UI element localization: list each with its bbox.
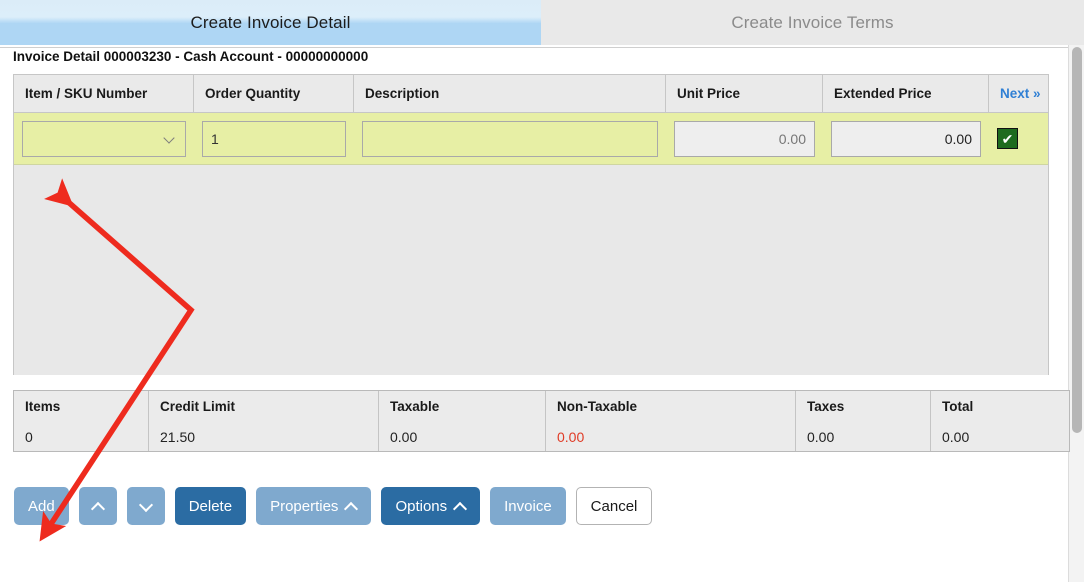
unit-price-value: 0.00 — [778, 130, 806, 147]
cell-extended-price: 0.00 — [823, 113, 989, 164]
column-header-unit-price: Unit Price — [666, 75, 823, 112]
cell-description — [354, 113, 666, 164]
check-icon: ✔ — [1001, 130, 1014, 147]
grid-data-row: 1 0.00 0.00 ✔ — [14, 113, 1048, 165]
summary-cell-items: Items 0 — [14, 391, 149, 451]
chevron-down-icon — [140, 500, 152, 512]
tab-label: Create Invoice Detail — [190, 12, 351, 32]
summary-label: Total — [942, 399, 974, 414]
invoice-detail-grid: Item / SKU Number Order Quantity Descrip… — [13, 74, 1049, 375]
properties-button[interactable]: Properties — [256, 487, 372, 525]
tab-bar: Create Invoice Detail Create Invoice Ter… — [0, 0, 1084, 45]
extended-price-value: 0.00 — [944, 130, 972, 147]
column-header-extended-price: Extended Price — [823, 75, 989, 112]
invoice-button-label: Invoice — [504, 497, 552, 515]
summary-value: 0.00 — [807, 429, 835, 445]
chevron-up-icon — [345, 500, 357, 512]
summary-label: Non-Taxable — [557, 399, 638, 414]
summary-label: Credit Limit — [160, 399, 236, 414]
options-button[interactable]: Options — [381, 487, 481, 525]
options-button-label: Options — [395, 497, 448, 515]
summary-value: 0.00 — [390, 429, 418, 445]
grid-header-row: Item / SKU Number Order Quantity Descrip… — [14, 75, 1048, 113]
summary-label: Taxable — [390, 399, 440, 414]
tab-create-invoice-detail[interactable]: Create Invoice Detail — [0, 0, 541, 45]
unit-price-input[interactable]: 0.00 — [674, 120, 815, 157]
invoice-detail-title: Invoice Detail 000003230 - Cash Account … — [13, 49, 369, 64]
summary-cell-taxes: Taxes 0.00 — [796, 391, 931, 451]
summary-cell-total: Total 0.00 — [931, 391, 1069, 451]
order-quantity-value: 1 — [211, 130, 219, 147]
summary-value: 21.50 — [160, 429, 196, 445]
summary-label: Taxes — [807, 399, 845, 414]
summary-cell-credit-limit: Credit Limit 21.50 — [149, 391, 379, 451]
column-header-description: Description — [354, 75, 666, 112]
description-input[interactable] — [362, 120, 658, 157]
delete-button-label: Delete — [188, 497, 233, 515]
chevron-up-icon — [92, 500, 104, 512]
column-header-order-quantity: Order Quantity — [194, 75, 354, 112]
cancel-button[interactable]: Cancel — [575, 487, 653, 525]
cancel-button-label: Cancel — [590, 497, 638, 515]
summary-cell-taxable: Taxable 0.00 — [379, 391, 546, 451]
grid-empty-body — [14, 165, 1048, 375]
cell-order-quantity: 1 — [194, 113, 354, 164]
cell-unit-price: 0.00 — [666, 113, 823, 164]
summary-value: 0.00 — [942, 429, 970, 445]
extended-price-input[interactable]: 0.00 — [831, 120, 981, 157]
row-select-checkbox[interactable]: ✔ — [997, 128, 1018, 149]
tab-create-invoice-terms[interactable]: Create Invoice Terms — [541, 0, 1084, 45]
page-scrollbar[interactable] — [1068, 45, 1084, 582]
sku-dropdown[interactable] — [22, 120, 186, 157]
summary-cell-non-taxable: Non-Taxable 0.00 — [546, 391, 796, 451]
add-button-label: Add — [28, 497, 55, 515]
chevron-down-icon — [164, 133, 175, 144]
add-button[interactable]: Add — [14, 487, 69, 525]
cell-row-select: ✔ — [989, 113, 1048, 164]
column-header-item-sku: Item / SKU Number — [14, 75, 194, 112]
move-down-button[interactable] — [126, 487, 165, 525]
action-button-bar: Add Delete Properties Options Invoice Ca… — [14, 487, 653, 525]
delete-button[interactable]: Delete — [174, 487, 247, 525]
properties-button-label: Properties — [270, 497, 339, 515]
summary-table: Items 0 Credit Limit 21.50 Taxable 0.00 … — [13, 390, 1070, 452]
order-quantity-input[interactable]: 1 — [202, 120, 346, 157]
summary-label: Items — [25, 399, 61, 414]
invoice-button[interactable]: Invoice — [490, 487, 566, 525]
page-scrollbar-thumb[interactable] — [1072, 47, 1082, 433]
chevron-up-icon — [454, 500, 466, 512]
cell-item-sku — [14, 113, 194, 164]
tab-bar-underline — [0, 45, 1084, 48]
summary-value: 0 — [25, 429, 33, 445]
tab-label: Create Invoice Terms — [731, 12, 894, 32]
next-columns-link[interactable]: Next » — [1000, 86, 1041, 101]
summary-value: 0.00 — [557, 429, 585, 445]
move-up-button[interactable] — [78, 487, 117, 525]
